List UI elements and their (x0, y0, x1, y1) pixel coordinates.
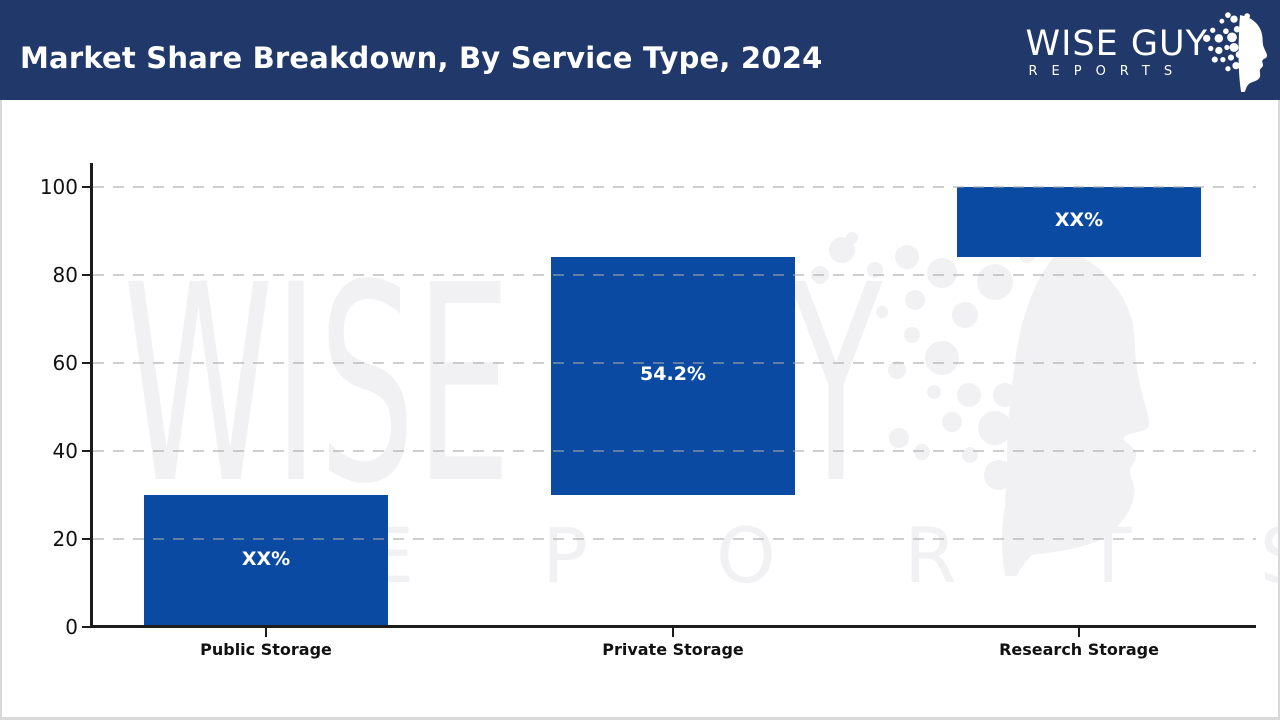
y-tick-label: 100 (39, 175, 78, 199)
gridline (93, 274, 1256, 276)
y-tick-mark (82, 186, 90, 188)
y-tick-mark (82, 362, 90, 364)
logo-head-icon (1203, 12, 1267, 92)
logo-subtitle: REPORTS (1028, 63, 1187, 79)
y-tick-label: 20 (52, 527, 78, 551)
x-tick-mark (265, 628, 267, 637)
bar-value-label: 54.2% (640, 362, 706, 385)
y-tick-mark (82, 274, 90, 276)
chart-area: WISE GUY R E P O R T S 0 20 40 60 80 100 XX% 5… (0, 100, 1280, 720)
gridline (93, 538, 1256, 540)
y-tick-mark (82, 538, 90, 540)
bar-private-storage (551, 256, 795, 495)
bar-public-storage (144, 495, 388, 627)
chart-title: Market Share Breakdown, By Service Type,… (20, 41, 823, 75)
y-tick-mark (82, 450, 90, 452)
logo-wordmark: WISE GUY (1025, 23, 1208, 64)
gridline (93, 362, 1256, 364)
bar-value-label: XX% (241, 548, 291, 570)
y-tick-mark (82, 626, 90, 628)
y-tick-label: 40 (52, 439, 78, 463)
bar-research-storage (957, 187, 1201, 257)
x-tick-mark (1078, 628, 1080, 637)
wiseguy-logo: WISE GUY REPORTS (1025, 9, 1272, 95)
x-tick-label: Public Storage (200, 640, 332, 659)
y-axis-line (90, 163, 93, 628)
y-tick-label: 60 (52, 351, 78, 375)
header-bar: Market Share Breakdown, By Service Type,… (0, 0, 1280, 100)
x-tick-mark (672, 628, 674, 637)
gridline (93, 186, 1256, 188)
x-tick-label: Research Storage (999, 640, 1159, 659)
x-tick-label: Private Storage (602, 640, 744, 659)
y-tick-label: 80 (52, 263, 78, 287)
gridline (93, 450, 1256, 452)
bar-value-label: XX% (1054, 208, 1104, 231)
y-tick-label: 0 (65, 615, 78, 639)
x-axis-line (90, 625, 1256, 628)
